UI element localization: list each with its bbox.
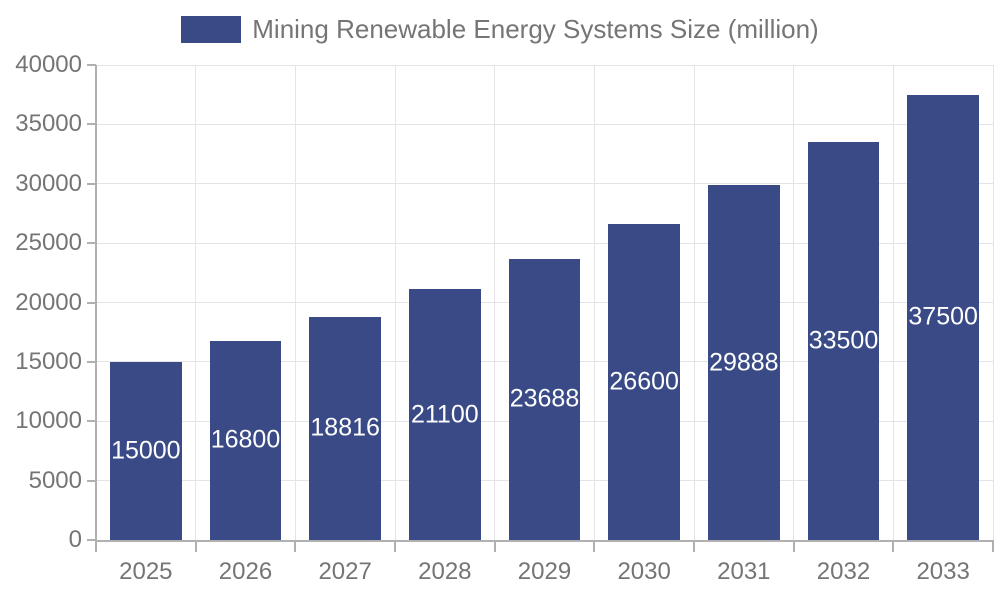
y-axis-tick-label: 10000 xyxy=(15,407,82,435)
bar-value-label: 26600 xyxy=(609,367,679,396)
y-axis-tick xyxy=(87,360,96,363)
gridline-vertical xyxy=(195,65,197,540)
x-axis-tick-label: 2028 xyxy=(418,558,472,585)
gridline-horizontal xyxy=(96,123,993,125)
y-axis-tick xyxy=(87,64,96,66)
bar-2030[interactable]: 26600 xyxy=(608,224,681,540)
bar-2033[interactable]: 37500 xyxy=(907,94,980,540)
y-axis-tick-label: 15000 xyxy=(15,347,82,375)
x-axis-tick-label: 2025 xyxy=(119,558,173,585)
y-axis-tick-label: 25000 xyxy=(15,229,82,257)
bar-2027[interactable]: 18816 xyxy=(309,316,382,540)
y-axis-tick xyxy=(87,123,96,126)
gridline-vertical xyxy=(793,65,795,540)
bar-value-label: 15000 xyxy=(111,436,181,465)
y-axis-tick-label: 5000 xyxy=(28,466,82,494)
x-axis-tick xyxy=(394,540,396,552)
gridline-vertical xyxy=(992,65,994,540)
bar-value-label: 21100 xyxy=(410,400,479,429)
legend-label: Mining Renewable Energy Systems Size (mi… xyxy=(252,14,819,44)
x-axis-tick-label: 2033 xyxy=(916,558,970,585)
gridline-vertical xyxy=(693,65,695,540)
bar-value-label: 18816 xyxy=(310,413,380,442)
x-axis-tick-label: 2032 xyxy=(816,558,871,585)
plot-area: 15000 16800 18816 21100 23688 26600 29888 33500… xyxy=(95,64,994,542)
y-axis-tick xyxy=(87,182,96,185)
gridline-vertical xyxy=(394,65,396,540)
x-axis-tick xyxy=(493,540,496,552)
x-axis-tick xyxy=(892,540,895,552)
gridline-horizontal xyxy=(96,242,993,244)
x-axis-tick xyxy=(294,540,297,552)
gridline-horizontal xyxy=(96,64,993,66)
bar-2025[interactable]: 15000 xyxy=(109,361,182,540)
y-axis-tick-label: 40000 xyxy=(15,51,82,78)
y-axis-tick xyxy=(87,479,96,482)
x-axis-tick-label: 2031 xyxy=(717,558,771,585)
x-axis-line xyxy=(96,540,993,542)
gridline-vertical xyxy=(593,65,595,540)
legend-swatch-icon xyxy=(181,16,242,43)
y-axis-tick xyxy=(87,301,96,304)
bar-value-label: 16800 xyxy=(210,425,281,454)
x-axis-tick-label: 2027 xyxy=(318,558,372,585)
bar-2026[interactable]: 16800 xyxy=(209,340,282,540)
legend-item[interactable]: Mining Renewable Energy Systems Size (mi… xyxy=(0,14,1000,45)
y-axis-tick xyxy=(87,242,96,245)
bar-2032[interactable]: 33500 xyxy=(807,142,880,540)
gridline-horizontal xyxy=(96,183,993,185)
y-axis-tick xyxy=(87,420,96,423)
bar-value-label: 29888 xyxy=(709,348,779,377)
y-axis-tick-label: 0 xyxy=(68,526,82,553)
bar-value-label: 23688 xyxy=(509,384,580,413)
x-axis-tick xyxy=(95,540,97,552)
bar-value-label: 33500 xyxy=(808,326,879,355)
y-axis-tick-label: 30000 xyxy=(15,169,82,197)
bar-2029[interactable]: 23688 xyxy=(508,258,581,540)
x-axis-tick xyxy=(992,540,994,552)
gridline-vertical xyxy=(892,65,894,540)
x-axis-tick-label: 2030 xyxy=(617,558,671,585)
x-axis-tick-label: 2029 xyxy=(517,558,572,585)
bar-value-label: 37500 xyxy=(908,302,978,331)
x-axis-tick xyxy=(693,540,695,552)
x-axis-tick xyxy=(593,540,596,552)
bar-2028[interactable]: 21100 xyxy=(408,289,481,540)
bar-2031[interactable]: 29888 xyxy=(707,185,780,540)
y-axis-tick-label: 20000 xyxy=(15,288,82,316)
x-axis-tick-label: 2026 xyxy=(218,558,273,585)
gridline-vertical xyxy=(494,65,496,540)
y-axis-line xyxy=(95,65,97,542)
x-axis-tick xyxy=(194,540,197,552)
y-axis-tick xyxy=(87,539,96,541)
y-axis-tick-label: 35000 xyxy=(15,110,82,138)
x-axis-tick xyxy=(792,540,795,552)
gridline-vertical xyxy=(294,65,296,540)
